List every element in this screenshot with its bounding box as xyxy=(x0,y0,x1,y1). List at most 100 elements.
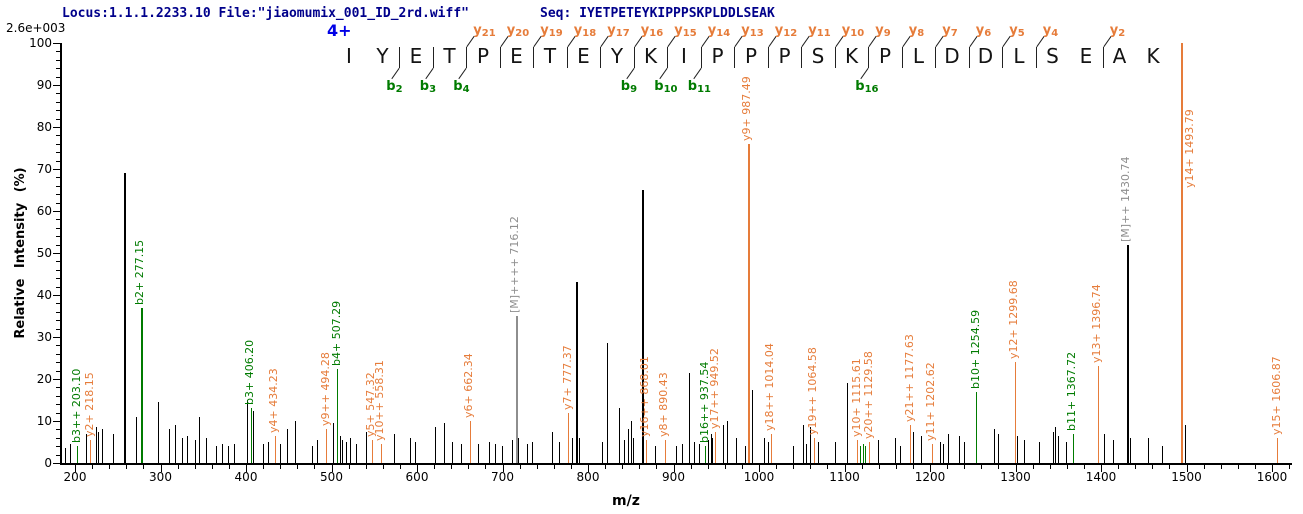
x-tick xyxy=(724,465,726,469)
peak xyxy=(253,410,255,463)
b-ion-number: 10 xyxy=(663,84,678,95)
x-axis-line xyxy=(60,463,1292,465)
x-tick xyxy=(1289,465,1291,469)
peak xyxy=(655,446,656,463)
x-tick xyxy=(930,465,931,472)
x-tick xyxy=(519,465,521,469)
x-tick xyxy=(707,465,709,469)
peak-label: y17++ 949.52 xyxy=(707,347,721,429)
labeled-peak xyxy=(1126,244,1129,463)
y-tick xyxy=(56,429,60,431)
residue-letter: D xyxy=(944,44,960,68)
residue-letter: S xyxy=(811,44,825,68)
peak-label: b3++ 203.10 xyxy=(69,368,83,444)
peak xyxy=(434,427,436,463)
labeled-peak xyxy=(568,412,570,463)
y-tick xyxy=(56,269,60,271)
x-tick xyxy=(776,465,778,469)
fragment-boundary-line xyxy=(901,47,903,68)
labeled-peak xyxy=(1180,43,1183,463)
x-tick xyxy=(434,465,436,469)
peak xyxy=(279,444,281,463)
y-tick xyxy=(56,244,60,246)
x-tick xyxy=(912,465,914,469)
peak xyxy=(860,446,862,463)
y-axis-line xyxy=(60,43,62,464)
x-tick xyxy=(964,465,966,469)
peak xyxy=(85,433,87,463)
x-tick xyxy=(1032,465,1034,469)
x-tick xyxy=(1083,465,1085,469)
residue-letter: P xyxy=(476,44,490,68)
y-tick-label: 100 xyxy=(29,36,52,50)
x-tick xyxy=(656,465,658,469)
x-tick xyxy=(331,465,333,472)
y-tick-label: 70 xyxy=(36,162,52,176)
y-ion-number: 4 xyxy=(1051,28,1059,39)
peak xyxy=(113,433,114,463)
y-tick xyxy=(56,278,60,280)
labeled-peak xyxy=(250,408,252,463)
peak xyxy=(763,437,765,463)
fragment-boundary-line xyxy=(834,47,836,68)
labeled-peak xyxy=(664,439,666,463)
peak xyxy=(551,431,553,463)
peak-label: [M]++++ 716.12 xyxy=(508,216,522,313)
y-tick-label: 0 xyxy=(44,456,52,470)
residue-letter: Y xyxy=(610,44,624,68)
peak xyxy=(913,431,915,463)
x-tick xyxy=(246,465,247,472)
peak-label: y20++ 1129.58 xyxy=(861,351,875,439)
labeled-peak xyxy=(140,307,143,463)
peak-label: y19++ 1064.58 xyxy=(806,346,820,435)
peak xyxy=(708,439,710,463)
x-tick-label: 300 xyxy=(149,470,172,484)
x-tick xyxy=(194,465,196,469)
peak xyxy=(349,437,351,463)
fragment-boundary-line xyxy=(1102,47,1104,68)
peak xyxy=(332,423,334,463)
peak xyxy=(806,444,808,463)
peak xyxy=(1016,435,1018,463)
fragment-boundary-line xyxy=(968,47,970,68)
fragment-boundary-line xyxy=(767,47,769,68)
y-tick-label: 20 xyxy=(36,372,52,386)
x-tick xyxy=(297,465,299,469)
y-tick xyxy=(56,93,60,95)
labeled-peak xyxy=(77,446,79,463)
peak xyxy=(355,444,357,463)
residue-letter: T xyxy=(543,44,557,68)
labeled-peak xyxy=(469,421,471,463)
y-tick xyxy=(56,110,60,112)
labeled-peak xyxy=(910,425,912,463)
y-tick xyxy=(56,412,60,414)
peak xyxy=(895,437,897,463)
residue-letter: P xyxy=(744,44,758,68)
x-tick xyxy=(143,465,145,469)
peak xyxy=(136,416,138,463)
peak xyxy=(619,408,621,463)
fragment-boundary-line xyxy=(667,47,669,68)
labeled-peak xyxy=(1014,362,1016,463)
peak xyxy=(698,444,700,463)
y-tick xyxy=(56,437,60,439)
x-tick xyxy=(211,465,213,469)
residue-letter: L xyxy=(1013,44,1025,68)
x-tick xyxy=(690,465,692,469)
peak xyxy=(939,442,941,463)
y-tick xyxy=(56,202,60,204)
x-tick xyxy=(741,465,743,469)
y-tick xyxy=(53,85,60,86)
x-tick-label: 600 xyxy=(405,470,429,484)
x-tick xyxy=(827,465,829,469)
x-tick-label: 1400 xyxy=(1085,470,1117,484)
y-ion-mark: y9 xyxy=(875,23,891,39)
peak xyxy=(847,383,849,463)
y-ion-number: 13 xyxy=(749,28,764,39)
labeled-peak xyxy=(869,442,871,463)
x-tick xyxy=(1254,465,1256,469)
b-ion-number: 11 xyxy=(697,84,711,95)
peak xyxy=(751,389,753,463)
